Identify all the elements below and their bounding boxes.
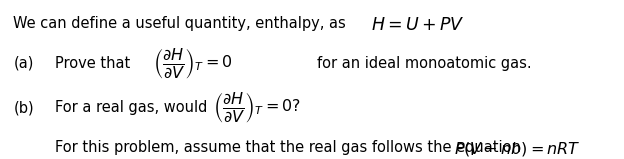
Text: (b): (b) (13, 100, 34, 115)
Text: $P(V - nb) = nRT$: $P(V - nb) = nRT$ (454, 140, 581, 158)
Text: Prove that: Prove that (55, 56, 130, 71)
Text: For this problem, assume that the real gas follows the equation: For this problem, assume that the real g… (55, 140, 521, 155)
Text: $\left(\dfrac{\partial H}{\partial V}\right)_T = 0$?: $\left(\dfrac{\partial H}{\partial V}\ri… (213, 90, 301, 124)
Text: $\left(\dfrac{\partial H}{\partial V}\right)_T = 0$: $\left(\dfrac{\partial H}{\partial V}\ri… (154, 46, 233, 80)
Text: We can define a useful quantity, enthalpy, as: We can define a useful quantity, enthalp… (13, 16, 346, 31)
Text: $H = U + PV$: $H = U + PV$ (371, 16, 464, 34)
Text: For a real gas, would: For a real gas, would (55, 100, 207, 115)
Text: (a): (a) (13, 56, 34, 71)
Text: for an ideal monoatomic gas.: for an ideal monoatomic gas. (317, 56, 532, 71)
